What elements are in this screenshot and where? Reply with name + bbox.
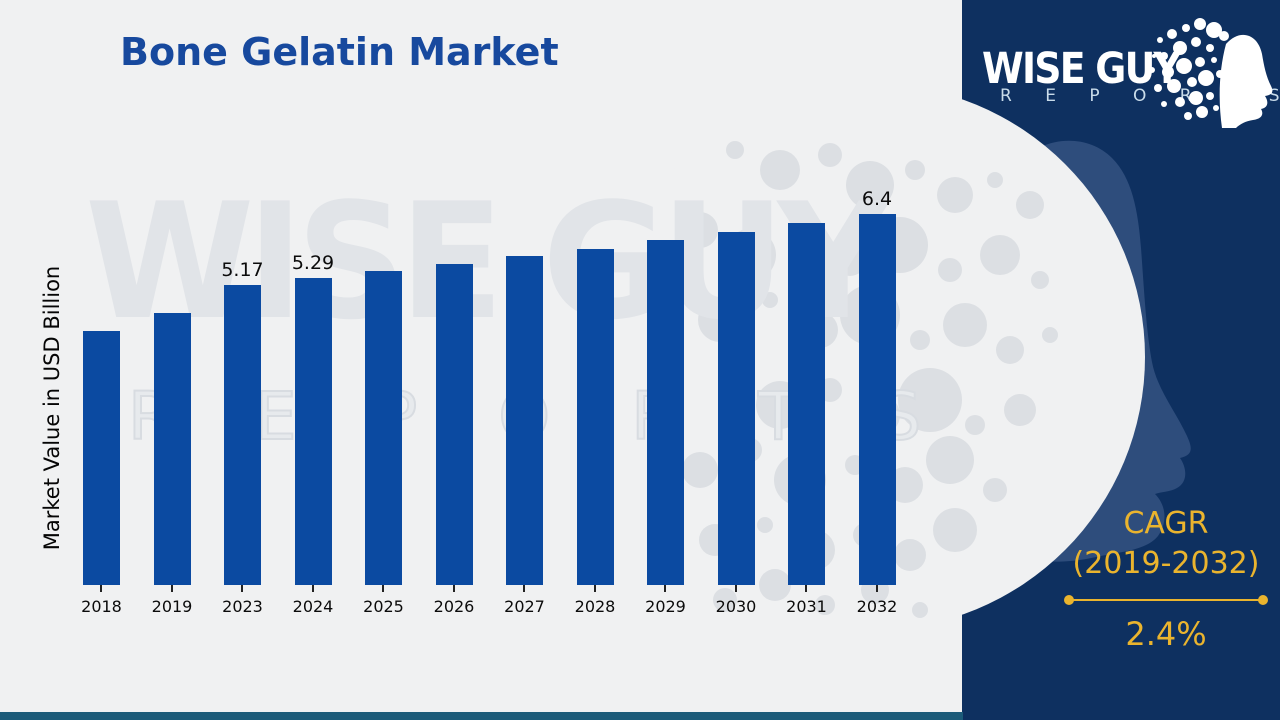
cagr-divider bbox=[1064, 595, 1268, 605]
cagr-block: CAGR (2019-2032) 2.4% bbox=[1064, 506, 1268, 653]
x-axis-tick bbox=[311, 585, 314, 592]
page-title: Bone Gelatin Market bbox=[120, 30, 559, 74]
bar bbox=[717, 232, 755, 585]
bar bbox=[576, 249, 614, 585]
x-axis-tick bbox=[805, 585, 807, 592]
x-axis-tick bbox=[593, 585, 596, 592]
x-axis-tick bbox=[664, 585, 666, 592]
x-axis-tick-label: 2019 bbox=[151, 597, 193, 616]
bottom-accent-strip bbox=[0, 712, 963, 720]
bar-value-label: 5.29 bbox=[291, 252, 335, 274]
bar-value-label: 6.4 bbox=[861, 188, 893, 210]
x-axis-tick bbox=[734, 585, 737, 592]
logo-wordmark: WISE GUY bbox=[982, 44, 1181, 94]
bar bbox=[506, 256, 543, 585]
bar-chart: 2018 2019 5.17 2023 5.29 2024 2025 2026 2027 2028… bbox=[81, 150, 933, 616]
x-axis-tick-label: 2024 bbox=[292, 597, 334, 616]
bar bbox=[83, 331, 120, 585]
x-axis-tick-label: 2029 bbox=[645, 597, 686, 616]
y-axis-label: Market Value in USD Billion bbox=[40, 265, 64, 551]
x-axis-tick bbox=[875, 585, 878, 592]
x-axis-tick bbox=[452, 585, 455, 592]
x-axis-tick-label: 2031 bbox=[786, 597, 827, 616]
bar bbox=[858, 214, 896, 585]
x-axis-tick bbox=[382, 585, 384, 592]
x-axis-tick-label: 2028 bbox=[574, 597, 616, 616]
bar-value-label: 5.17 bbox=[221, 259, 264, 281]
bar bbox=[647, 240, 684, 585]
x-axis-tick-label: 2026 bbox=[433, 597, 475, 616]
cagr-range: (2019-2032) bbox=[1072, 546, 1260, 581]
x-axis-tick-label: 2030 bbox=[715, 597, 757, 616]
x-axis-tick-label: 2018 bbox=[81, 597, 122, 616]
cagr-label: CAGR bbox=[1123, 506, 1209, 541]
x-axis-tick bbox=[170, 585, 173, 592]
logo-reports-text: R E P O R T S bbox=[1000, 86, 1280, 106]
x-axis-tick-label: 2027 bbox=[504, 597, 545, 616]
bar bbox=[788, 223, 825, 585]
bar bbox=[294, 278, 332, 585]
bar bbox=[224, 285, 261, 585]
bar bbox=[365, 271, 402, 585]
x-axis-tick-label: 2023 bbox=[222, 597, 263, 616]
bar bbox=[153, 313, 191, 585]
x-axis-tick bbox=[100, 585, 102, 592]
x-axis-tick-label: 2025 bbox=[363, 597, 404, 616]
x-axis-tick bbox=[523, 585, 525, 592]
x-axis-tick bbox=[241, 585, 243, 592]
bar bbox=[435, 264, 473, 585]
cagr-value: 2.4% bbox=[1125, 615, 1207, 653]
x-axis-tick-label: 2032 bbox=[856, 597, 898, 616]
